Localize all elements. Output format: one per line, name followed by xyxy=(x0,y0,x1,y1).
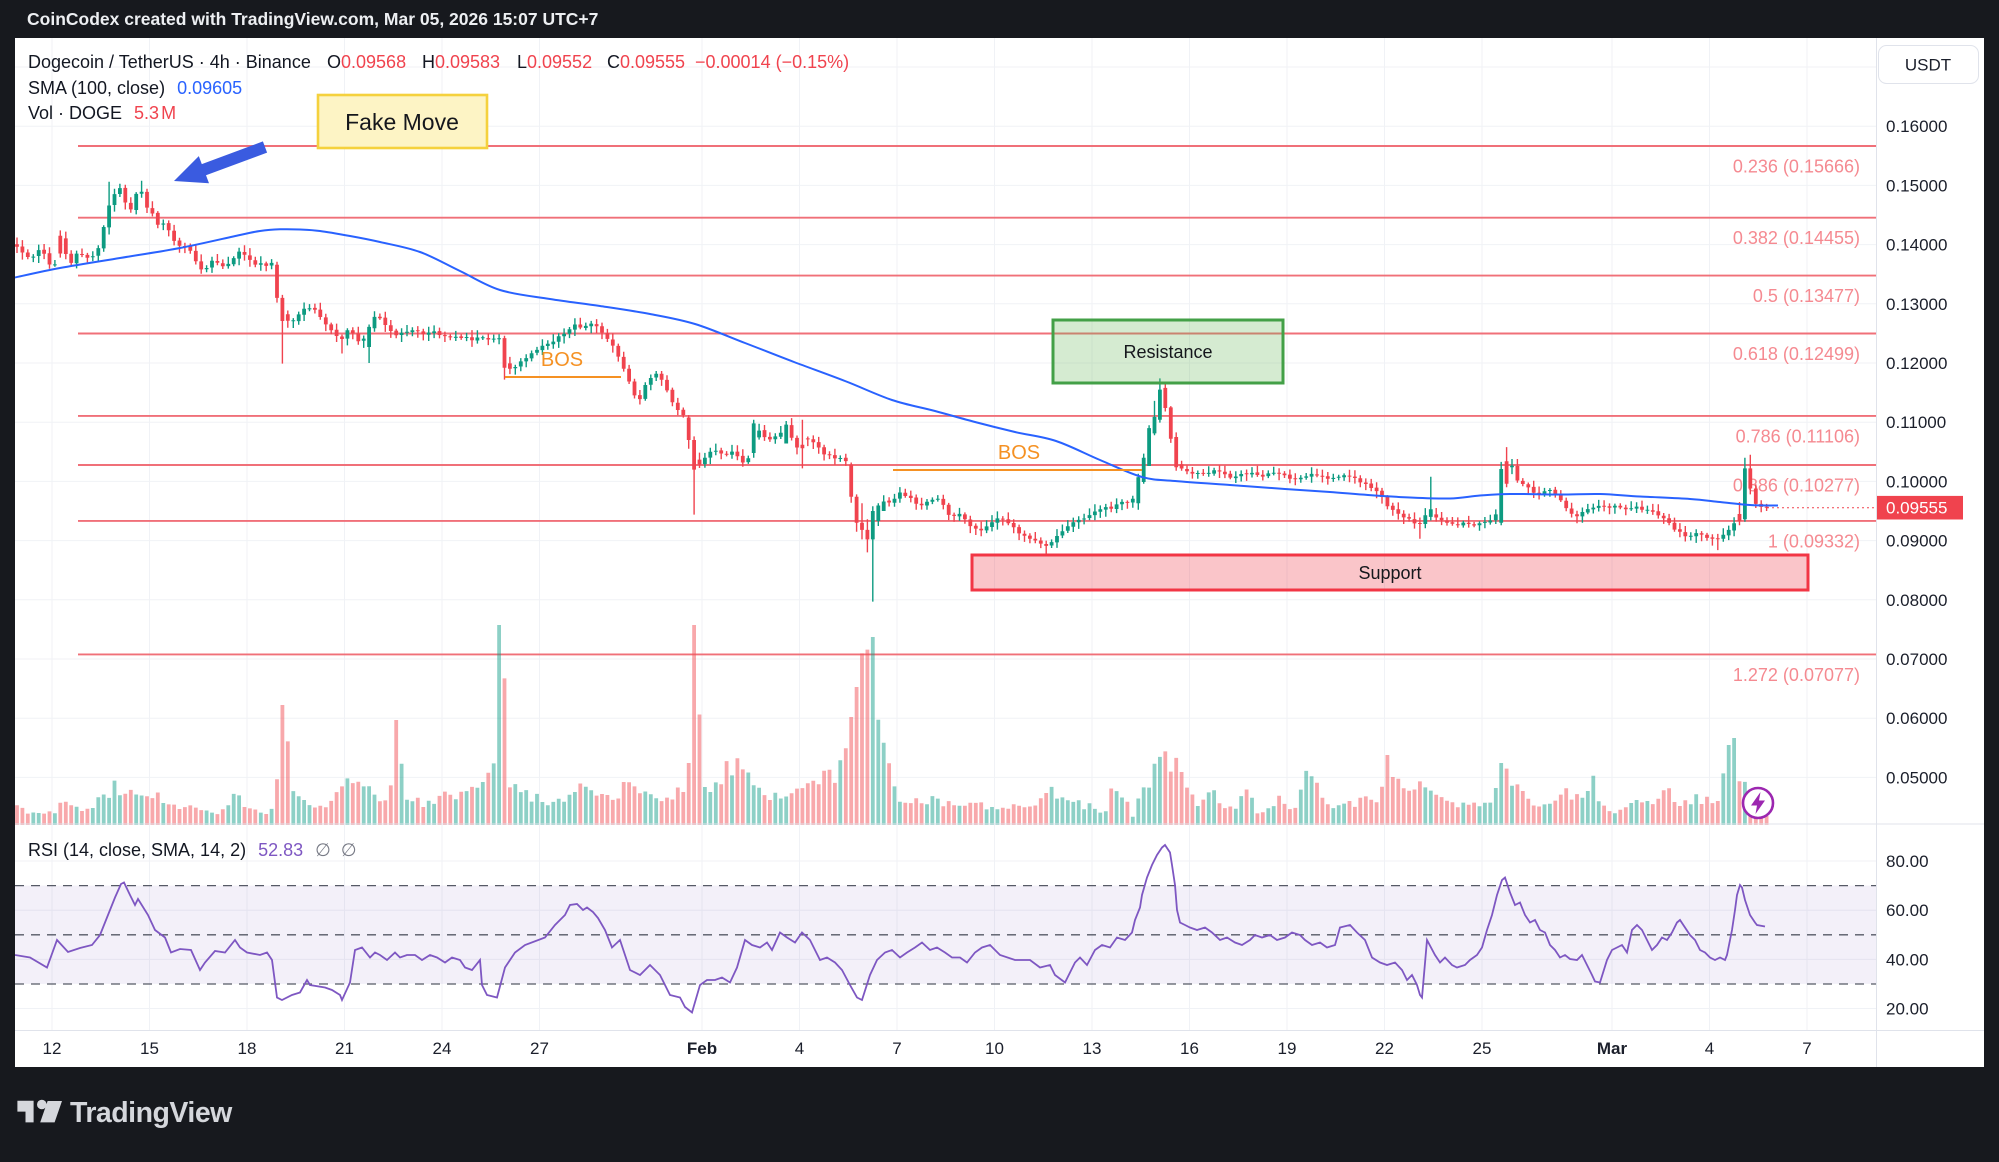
svg-text:18: 18 xyxy=(238,1039,257,1058)
svg-text:15: 15 xyxy=(140,1039,159,1058)
svg-text:0.16000: 0.16000 xyxy=(1886,117,1947,136)
svg-text:TradingView: TradingView xyxy=(70,1097,233,1129)
svg-text:Feb: Feb xyxy=(687,1039,717,1058)
svg-text:1.272 (0.07077): 1.272 (0.07077) xyxy=(1733,665,1860,685)
svg-text:0.05000: 0.05000 xyxy=(1886,768,1947,787)
svg-text:16: 16 xyxy=(1180,1039,1199,1058)
svg-text:0.13000: 0.13000 xyxy=(1886,295,1947,314)
svg-text:0.618 (0.12499): 0.618 (0.12499) xyxy=(1733,344,1860,364)
svg-text:Mar: Mar xyxy=(1597,1039,1628,1058)
svg-text:Support: Support xyxy=(1358,563,1421,583)
svg-text:USDT: USDT xyxy=(1905,56,1951,75)
svg-text:0.886 (0.10277): 0.886 (0.10277) xyxy=(1733,476,1860,496)
svg-text:0.382 (0.14455): 0.382 (0.14455) xyxy=(1733,228,1860,248)
svg-text:0.15000: 0.15000 xyxy=(1886,176,1947,195)
svg-text:10: 10 xyxy=(985,1039,1004,1058)
svg-text:1 (0.09332): 1 (0.09332) xyxy=(1768,531,1860,551)
svg-text:BOS: BOS xyxy=(541,349,583,371)
svg-text:0.5 (0.13477): 0.5 (0.13477) xyxy=(1753,286,1860,306)
svg-text:Fake Move: Fake Move xyxy=(345,109,459,135)
svg-text:4: 4 xyxy=(1705,1039,1714,1058)
svg-text:7: 7 xyxy=(892,1039,901,1058)
svg-text:40.00: 40.00 xyxy=(1886,950,1929,969)
svg-text:Resistance: Resistance xyxy=(1123,342,1212,362)
svg-text:21: 21 xyxy=(335,1039,354,1058)
svg-text:0.08000: 0.08000 xyxy=(1886,591,1947,610)
svg-text:0.09555: 0.09555 xyxy=(1886,499,1947,518)
svg-text:0.11000: 0.11000 xyxy=(1886,413,1946,432)
svg-text:22: 22 xyxy=(1375,1039,1394,1058)
svg-text:4: 4 xyxy=(795,1039,804,1058)
svg-text:0.06000: 0.06000 xyxy=(1886,709,1947,728)
svg-text:19: 19 xyxy=(1278,1039,1297,1058)
svg-text:0.12000: 0.12000 xyxy=(1886,354,1947,373)
svg-text:24: 24 xyxy=(433,1039,452,1058)
svg-text:13: 13 xyxy=(1083,1039,1102,1058)
svg-text:27: 27 xyxy=(530,1039,549,1058)
svg-text:0.10000: 0.10000 xyxy=(1886,472,1947,491)
svg-text:7: 7 xyxy=(1802,1039,1811,1058)
svg-text:0.236 (0.15666): 0.236 (0.15666) xyxy=(1733,157,1860,177)
svg-text:Dogecoin / TetherUS · 4h · Bin: Dogecoin / TetherUS · 4h · Binance O0.095… xyxy=(28,52,849,72)
svg-text:RSI (14, close, SMA, 14, 2)52.: RSI (14, close, SMA, 14, 2) 52.83 ∅ ∅ xyxy=(28,840,357,860)
svg-text:0.07000: 0.07000 xyxy=(1886,650,1947,669)
svg-text:SMA (100, close)0.09605: SMA (100, close) 0.09605 xyxy=(28,78,242,98)
svg-text:20.00: 20.00 xyxy=(1886,1000,1929,1019)
svg-text:12: 12 xyxy=(43,1039,62,1058)
svg-text:60.00: 60.00 xyxy=(1886,901,1929,920)
svg-text:BOS: BOS xyxy=(998,442,1040,464)
svg-text:0.786 (0.11106): 0.786 (0.11106) xyxy=(1736,426,1860,446)
svg-text:0.09000: 0.09000 xyxy=(1886,532,1947,551)
svg-text:80.00: 80.00 xyxy=(1886,852,1929,871)
svg-text:0.14000: 0.14000 xyxy=(1886,236,1947,255)
svg-text:25: 25 xyxy=(1473,1039,1492,1058)
